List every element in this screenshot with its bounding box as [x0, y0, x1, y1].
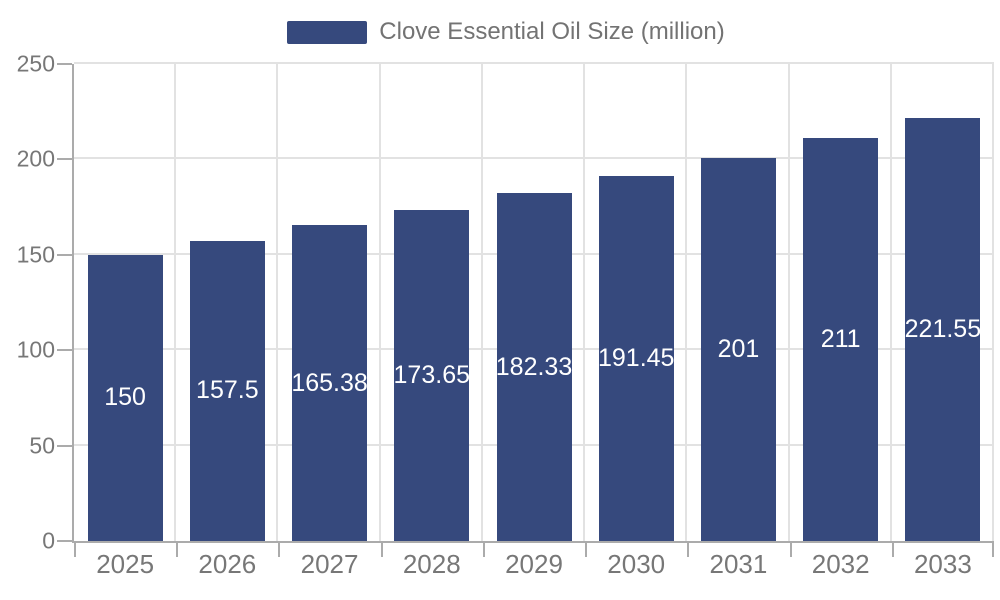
bar-value-label: 150: [104, 383, 146, 412]
x-axis-tick: [687, 543, 690, 557]
y-axis-tick: [57, 444, 72, 447]
x-axis-tick-label: 2032: [811, 549, 870, 579]
y-axis-tick-label: 50: [29, 432, 55, 459]
x-axis-tick-label: 2025: [96, 549, 155, 579]
x-axis-tick: [74, 543, 76, 557]
x-axis-tick-label: 2029: [505, 549, 563, 579]
bar[interactable]: 221.55: [904, 118, 982, 541]
x-axis-tick-label: 2031: [709, 549, 768, 579]
legend-item[interactable]: Clove Essential Oil Size (million): [287, 18, 725, 46]
gridline-vertical: [174, 64, 177, 541]
bar-value-label: 221.55: [904, 315, 982, 344]
x-axis-tick: [585, 543, 588, 557]
bar[interactable]: 173.65: [393, 209, 470, 541]
legend: Clove Essential Oil Size (million): [6, 18, 1000, 46]
bar[interactable]: 191.45: [597, 175, 675, 541]
x-axis-tick: [482, 543, 485, 557]
bar-value-label: 191.45: [597, 343, 675, 372]
y-axis-tick-label: 150: [16, 241, 55, 268]
bar[interactable]: 165.38: [291, 225, 368, 541]
y-axis-tick: [57, 158, 72, 161]
gridline-vertical: [480, 64, 483, 541]
gridline-vertical: [685, 64, 688, 541]
x-axis-tick-label: 2030: [607, 549, 666, 579]
x-axis-tick-label: 2026: [198, 549, 257, 579]
bar-value-label: 211: [820, 325, 861, 354]
bar-value-label: 201: [717, 334, 760, 363]
x-axis-tick-label: 2028: [402, 549, 461, 579]
bar-value-label: 182.33: [495, 352, 573, 381]
y-axis-tick-label: 250: [16, 50, 55, 77]
x-axis-tick-label: 2027: [300, 549, 359, 579]
bar-value-label: 165.38: [291, 368, 368, 397]
plot-area: 0 50 100 150 200 250 150 2025 157.5 2026 165.38 202…: [17, 51, 994, 579]
y-axis-tick: [57, 540, 72, 542]
x-axis-tick: [891, 543, 894, 557]
gridline-vertical: [889, 64, 892, 541]
y-axis-tick-label: 100: [16, 336, 55, 363]
x-axis-tick: [992, 543, 994, 557]
bar[interactable]: 157.5: [189, 240, 265, 541]
y-axis-tick: [57, 63, 72, 65]
y-axis-tick-label: 200: [16, 145, 55, 172]
legend-swatch-icon: [287, 20, 368, 44]
bar-value-label: 157.5: [196, 376, 259, 405]
bar[interactable]: 182.33: [495, 193, 573, 541]
gridline-vertical: [583, 64, 586, 541]
gridline-horizontal: [74, 157, 994, 160]
legend-label: Clove Essential Oil Size (million): [379, 18, 725, 45]
y-axis-tick: [57, 253, 72, 256]
bar[interactable]: 150: [87, 254, 163, 541]
x-axis-tick-label: 2033: [913, 549, 972, 579]
gridline-vertical: [276, 64, 279, 541]
gridline-vertical: [992, 64, 994, 541]
bar[interactable]: 201: [700, 157, 776, 541]
y-axis-tick-label: 0: [42, 527, 55, 554]
gridline-vertical: [378, 64, 381, 541]
x-axis-tick: [789, 543, 792, 557]
bar-value-label: 173.65: [393, 360, 470, 389]
bar[interactable]: 211: [803, 138, 879, 541]
x-axis-tick: [278, 543, 281, 557]
gridline-horizontal: [74, 62, 994, 64]
gridline-vertical: [787, 64, 790, 541]
x-axis-tick: [176, 543, 179, 557]
x-axis-tick: [380, 543, 383, 557]
y-axis-tick: [57, 349, 72, 352]
